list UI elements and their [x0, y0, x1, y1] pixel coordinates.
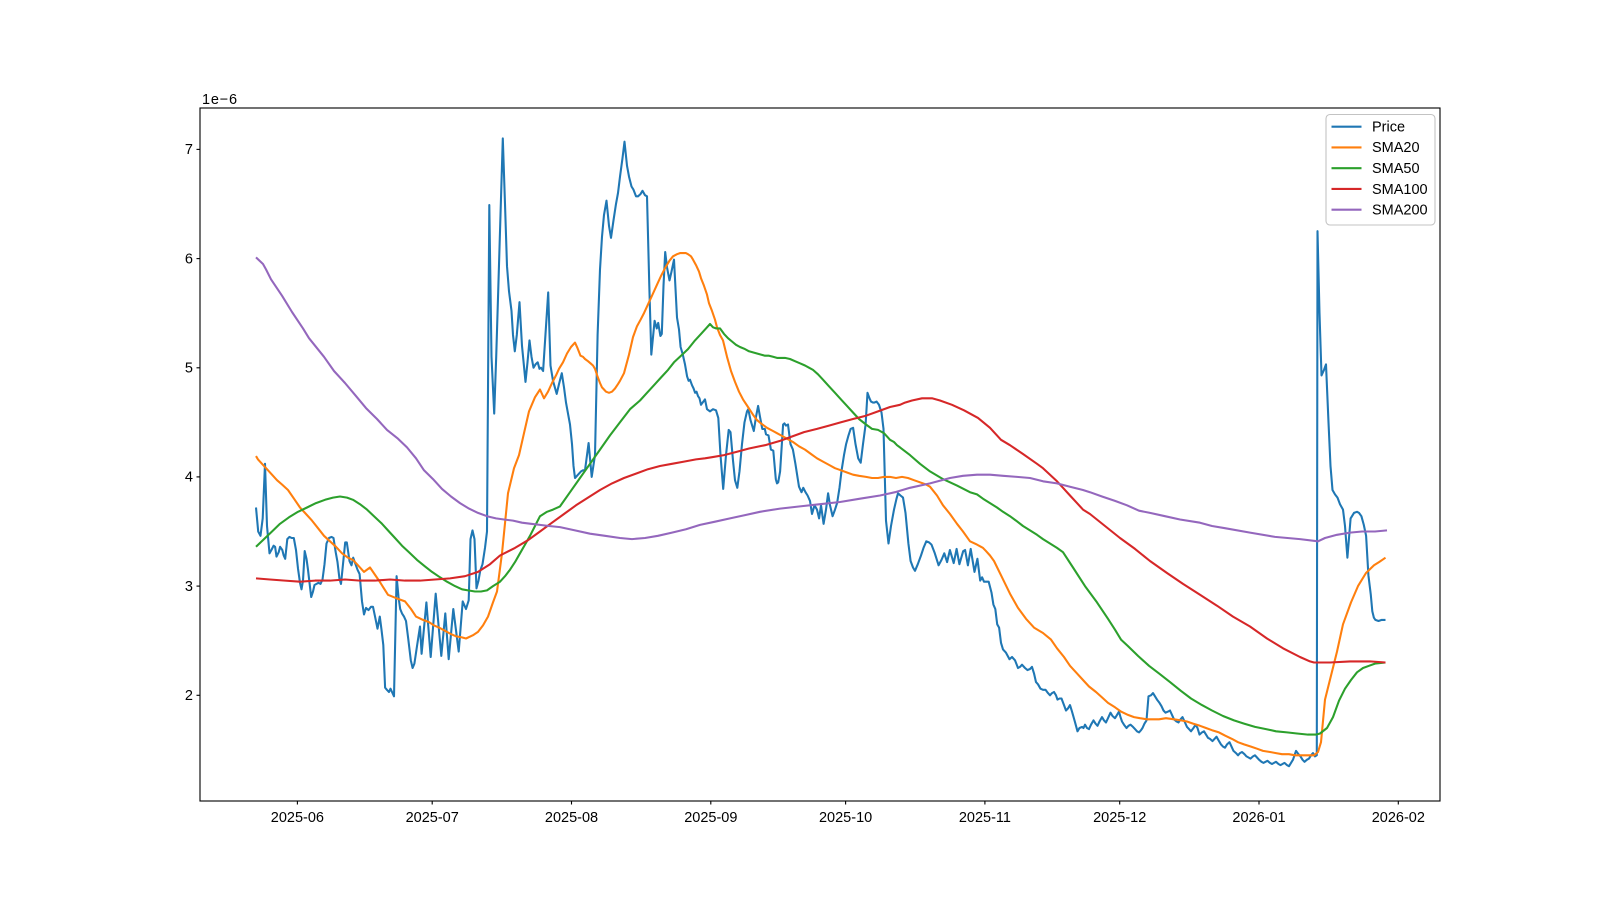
- svg-text:2025-06: 2025-06: [271, 810, 324, 826]
- svg-text:2: 2: [185, 688, 193, 704]
- svg-text:2026-01: 2026-01: [1232, 810, 1285, 826]
- svg-text:2026-02: 2026-02: [1372, 810, 1425, 826]
- svg-text:7: 7: [185, 142, 193, 158]
- svg-text:2025-09: 2025-09: [684, 810, 737, 826]
- svg-text:1e−6: 1e−6: [202, 92, 238, 108]
- svg-text:SMA50: SMA50: [1372, 161, 1420, 177]
- svg-text:Price: Price: [1372, 120, 1405, 136]
- svg-text:2025-08: 2025-08: [545, 810, 598, 826]
- svg-text:2025-07: 2025-07: [406, 810, 459, 826]
- svg-text:5: 5: [185, 361, 193, 377]
- svg-text:3: 3: [185, 579, 193, 595]
- svg-text:SMA200: SMA200: [1372, 203, 1428, 219]
- svg-text:4: 4: [185, 470, 193, 486]
- svg-text:SMA100: SMA100: [1372, 182, 1428, 198]
- svg-text:2025-11: 2025-11: [959, 810, 1011, 826]
- svg-text:SMA20: SMA20: [1372, 140, 1420, 156]
- svg-text:2025-12: 2025-12: [1093, 810, 1146, 826]
- svg-text:6: 6: [185, 251, 193, 267]
- svg-text:2025-10: 2025-10: [819, 810, 872, 826]
